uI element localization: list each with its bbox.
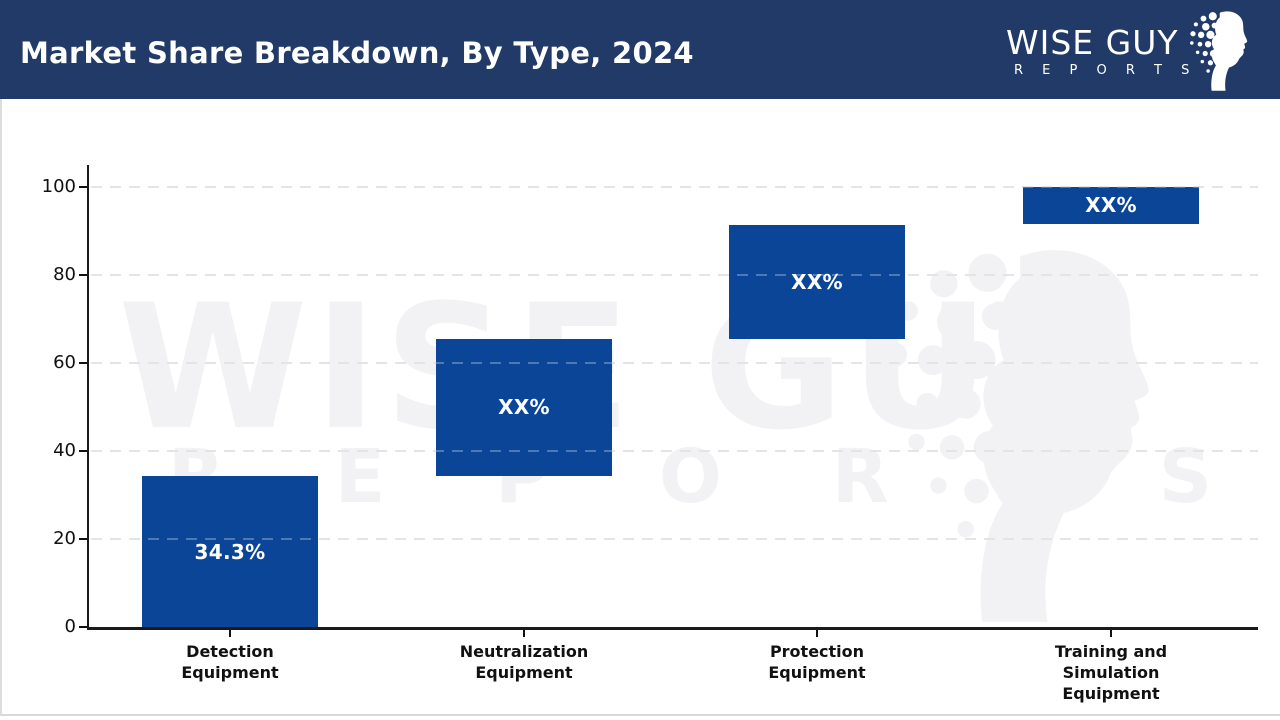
- y-tick-label: 40: [53, 440, 76, 461]
- bar-value-label: 34.3%: [194, 539, 266, 564]
- gridline-overlay: [91, 274, 1258, 276]
- y-tick-label: 0: [64, 616, 76, 637]
- bar-value-label: XX%: [498, 395, 550, 420]
- category-label-line: Equipment: [768, 663, 866, 682]
- category-label-protection-equipment: Protection Equipment: [697, 641, 937, 683]
- y-tick-mark: [79, 538, 87, 540]
- category-label-line: Training and: [1054, 642, 1168, 661]
- y-tick-mark: [79, 186, 87, 188]
- category-label-line: Neutralization: [459, 642, 589, 661]
- gridline: [91, 450, 1258, 452]
- gridline-overlay: [91, 450, 1258, 452]
- logo-head-icon: [1190, 11, 1248, 91]
- category-label-line: Equipment: [181, 663, 279, 682]
- watermark-head-icon: [881, 250, 1149, 622]
- gridline: [91, 538, 1258, 540]
- gridline-overlay: [91, 186, 1258, 188]
- y-tick-mark: [79, 450, 87, 452]
- category-label-neutralization-equipment: Neutralization Equipment: [404, 641, 644, 683]
- gridline: [91, 274, 1258, 276]
- y-axis-line: [87, 165, 89, 629]
- category-label-training-and-simulation-equipment: Training and Simulation Equipment: [991, 641, 1231, 704]
- gridline: [91, 362, 1258, 364]
- y-tick-label: 60: [53, 352, 76, 373]
- bar-protection-equipment: XX%: [729, 225, 905, 339]
- x-tick-mark: [1110, 630, 1112, 637]
- x-tick-mark: [816, 630, 818, 637]
- y-tick-mark: [79, 274, 87, 276]
- category-label-line: Detection: [186, 642, 274, 661]
- bar-value-label: XX%: [791, 270, 843, 295]
- wiseguy-logo: WISE GUY R E P O R T S: [1006, 6, 1272, 94]
- x-tick-mark: [523, 630, 525, 637]
- category-label-line: Equipment: [475, 663, 573, 682]
- x-tick-mark: [229, 630, 231, 637]
- y-tick-label: 100: [41, 176, 76, 197]
- bar-value-label: XX%: [1085, 193, 1137, 218]
- gridline-overlay: [91, 362, 1258, 364]
- x-axis-line: [87, 627, 1258, 630]
- gridline: [91, 186, 1258, 188]
- gridline-overlay: [91, 538, 1258, 540]
- y-tick-label: 80: [53, 264, 76, 285]
- page-title: Market Share Breakdown, By Type, 2024: [20, 36, 694, 70]
- logo-text: WISE GUY R E P O R T S: [1006, 23, 1197, 78]
- category-label-line: Protection: [769, 642, 865, 661]
- logo-subtext: R E P O R T S: [1014, 62, 1197, 78]
- category-label-line: Simulation: [1062, 663, 1160, 682]
- y-tick-label: 20: [53, 528, 76, 549]
- category-label-line: Equipment: [1062, 684, 1160, 703]
- y-tick-mark: [79, 626, 87, 628]
- bar-detection-equipment: 34.3%: [142, 476, 318, 627]
- y-tick-mark: [79, 362, 87, 364]
- category-label-detection-equipment: Detection Equipment: [110, 641, 350, 683]
- logo-wordmark: WISE GUY: [1006, 23, 1179, 63]
- header: Market Share Breakdown, By Type, 2024 WI…: [0, 0, 1280, 99]
- bar-neutralization-equipment: XX%: [436, 338, 612, 477]
- bar-training-and-simulation-equipment: XX%: [1023, 187, 1199, 224]
